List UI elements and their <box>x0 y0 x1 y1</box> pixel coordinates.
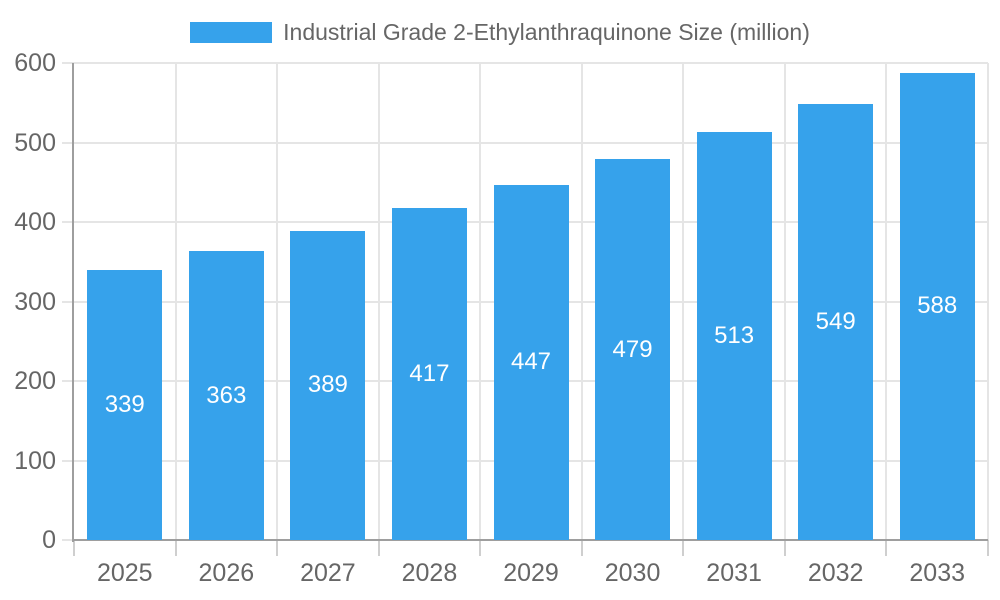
gridline-vertical <box>479 63 482 540</box>
y-axis-label: 200 <box>14 367 56 395</box>
x-axis-label: 2025 <box>96 559 153 587</box>
gridline-vertical <box>377 63 380 540</box>
bar-value-label: 417 <box>409 360 450 388</box>
legend[interactable]: Industrial Grade 2-Ethylanthraquinone Si… <box>0 13 1000 51</box>
bar-value-label: 339 <box>104 391 145 419</box>
bar[interactable] <box>493 184 569 540</box>
y-axis-label: 500 <box>14 128 56 157</box>
gridline-horizontal <box>74 62 988 64</box>
bar[interactable] <box>290 230 366 540</box>
gridline-horizontal <box>74 141 988 144</box>
x-axis-label: 2030 <box>604 559 661 587</box>
bar[interactable] <box>798 103 874 540</box>
bar[interactable] <box>696 132 772 540</box>
x-axis-tick <box>73 540 75 556</box>
x-axis-tick <box>276 540 279 556</box>
bar[interactable] <box>391 208 467 540</box>
gridline-vertical <box>580 63 583 540</box>
x-axis-label: 2026 <box>198 559 255 587</box>
x-axis-tick <box>580 540 583 556</box>
gridline-vertical <box>885 63 888 540</box>
legend-label: Industrial Grade 2-Ethylanthraquinone Si… <box>283 18 810 45</box>
x-axis-label: 2029 <box>503 559 559 587</box>
x-axis-label: 2031 <box>706 559 762 587</box>
x-axis-label: 2028 <box>401 559 458 587</box>
bar-value-label: 549 <box>815 307 856 335</box>
y-axis-tick <box>62 62 74 64</box>
x-axis-tick <box>783 540 786 556</box>
y-axis-label: 600 <box>14 49 56 77</box>
x-axis-label: 2027 <box>300 559 356 587</box>
y-axis-tick <box>62 300 74 303</box>
x-axis-tick <box>682 540 685 556</box>
x-axis-tick <box>885 540 888 556</box>
y-axis-tick <box>62 221 74 223</box>
y-axis-label: 400 <box>14 208 56 236</box>
x-axis-label: 2032 <box>807 559 864 587</box>
x-axis-tick <box>377 540 380 556</box>
gridline-vertical <box>783 63 786 540</box>
x-axis-tick <box>987 540 989 556</box>
gridline-vertical <box>987 63 989 540</box>
y-axis-tick <box>62 380 74 382</box>
bar[interactable] <box>87 270 163 540</box>
x-axis-tick <box>479 540 482 556</box>
y-axis-tick <box>62 539 74 541</box>
gridline-vertical <box>682 63 685 540</box>
bar[interactable] <box>188 251 264 540</box>
bar-value-label: 513 <box>714 322 755 350</box>
x-axis-label: 2033 <box>909 559 966 587</box>
x-axis-line <box>72 539 988 541</box>
bar-value-label: 363 <box>206 381 247 409</box>
bar-value-label: 389 <box>307 371 348 399</box>
bar[interactable] <box>595 159 671 540</box>
y-axis-tick <box>62 459 74 462</box>
bar[interactable] <box>899 72 975 540</box>
y-axis-label: 100 <box>14 446 56 475</box>
gridline-vertical <box>174 63 177 540</box>
legend-swatch-icon <box>190 21 273 43</box>
y-axis-label: 0 <box>42 526 56 554</box>
y-axis-tick <box>62 141 74 144</box>
x-axis-tick <box>174 540 177 556</box>
y-axis-line <box>72 63 74 542</box>
gridline-vertical <box>276 63 279 540</box>
y-axis-label: 300 <box>14 287 56 316</box>
bar-value-label: 479 <box>612 335 653 363</box>
bar-value-label: 588 <box>917 292 958 320</box>
bar-value-label: 447 <box>510 348 552 376</box>
